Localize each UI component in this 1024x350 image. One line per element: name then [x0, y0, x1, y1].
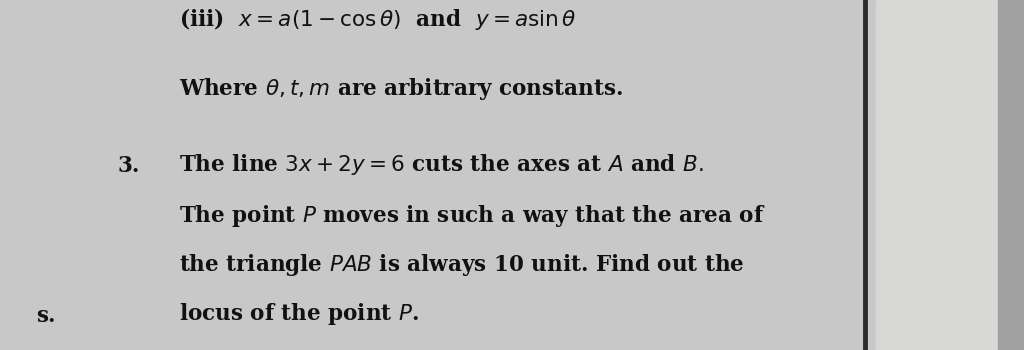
Text: Where $\theta, t, m$ are arbitrary constants.: Where $\theta, t, m$ are arbitrary const…: [179, 76, 624, 101]
Bar: [998, 0, 1024, 350]
Text: 3.: 3.: [118, 155, 140, 177]
Bar: [876, 0, 1024, 350]
Text: (iii)  $x = a(1-\cos\theta)$  and  $y = a\sin\theta$: (iii) $x = a(1-\cos\theta)$ and $y = a\s…: [179, 6, 577, 32]
Text: The point $P$ moves in such a way that the area of: The point $P$ moves in such a way that t…: [179, 203, 766, 229]
Text: locus of the point $P$.: locus of the point $P$.: [179, 301, 419, 327]
Text: s.: s.: [36, 305, 55, 327]
Text: the triangle $PAB$ is always 10 unit. Find out the: the triangle $PAB$ is always 10 unit. Fi…: [179, 252, 744, 278]
Text: The line $3x+2y=6$ cuts the axes at $A$ and $B.$: The line $3x+2y=6$ cuts the axes at $A$ …: [179, 152, 703, 177]
